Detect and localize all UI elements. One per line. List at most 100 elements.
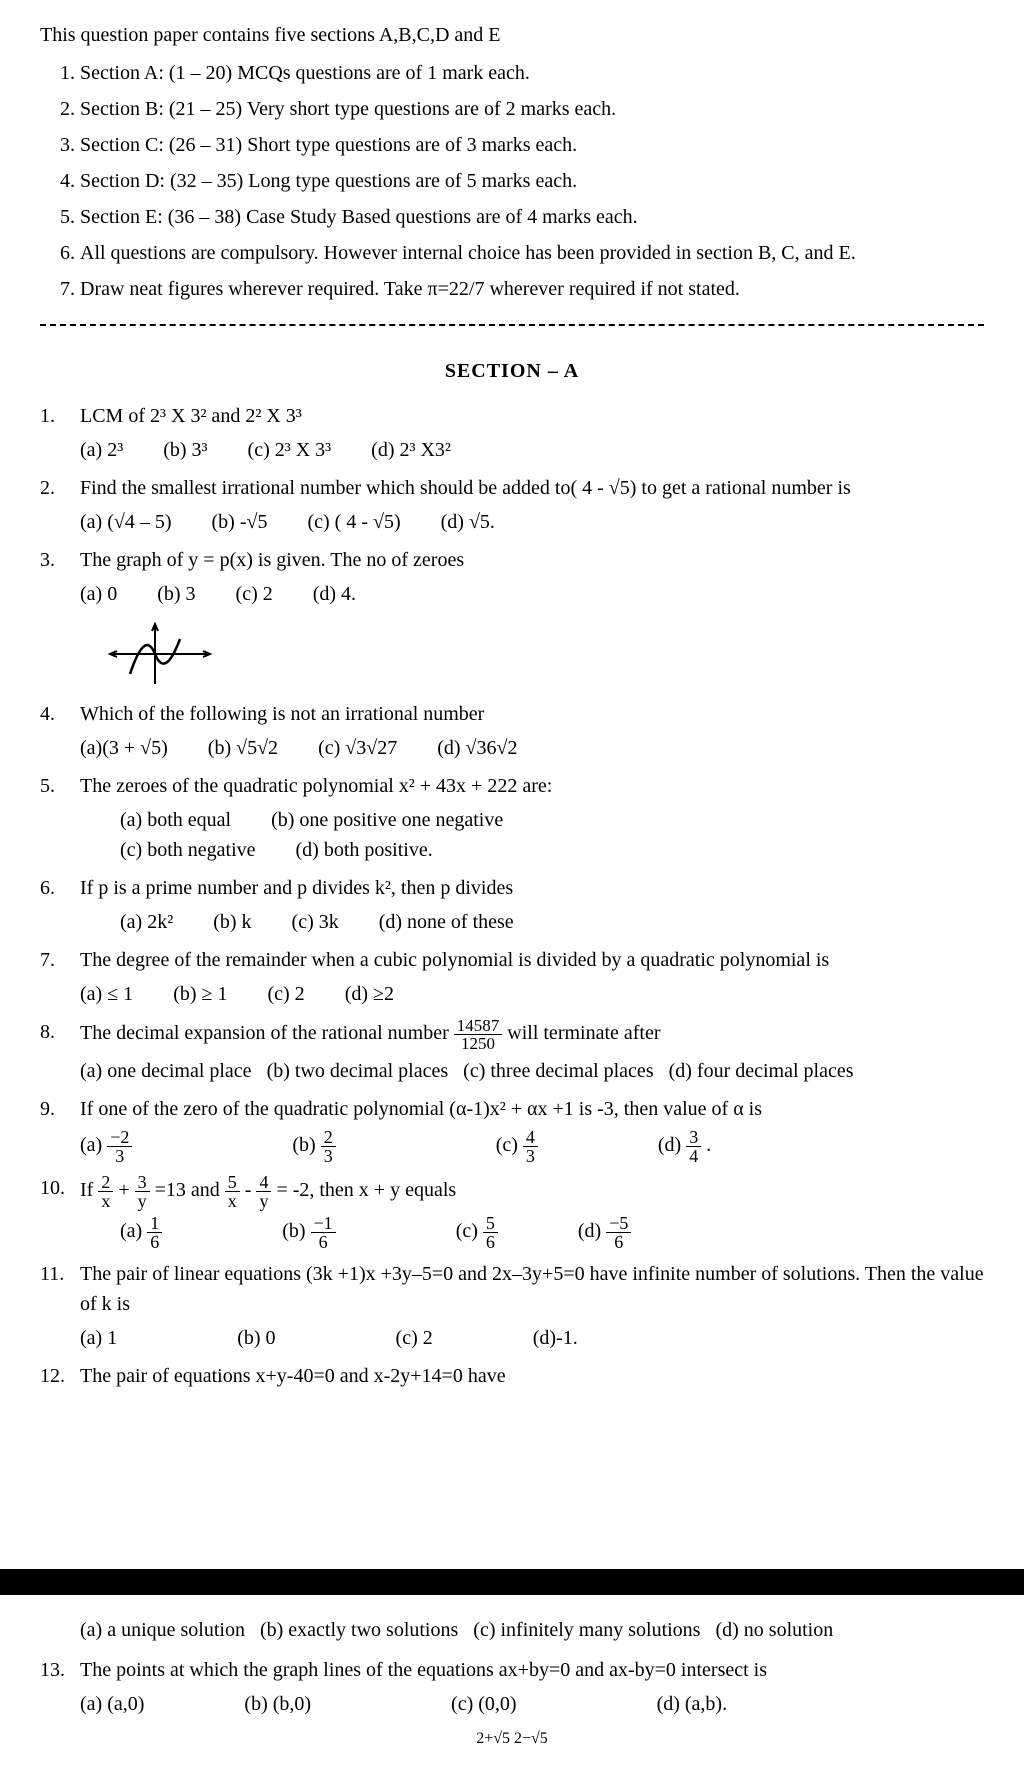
instruction-item: Section B: (21 – 25) Very short type que… [80, 94, 984, 124]
black-bar [0, 1569, 1024, 1595]
denominator: 1250 [454, 1035, 503, 1052]
option-c: (c) 56 [456, 1214, 498, 1251]
question-number: 1. [40, 401, 80, 465]
graph-sketch [100, 619, 984, 689]
question-number: 6. [40, 873, 80, 937]
question-text: Find the smallest irrational number whic… [80, 473, 984, 503]
question-11: 11. The pair of linear equations (3k +1)… [40, 1259, 984, 1353]
option-b: (b) two decimal places [267, 1056, 449, 1086]
option-d: (d) four decimal places [669, 1056, 854, 1086]
option-c: (c) 2 [396, 1323, 433, 1353]
question-text: The graph of y = p(x) is given. The no o… [80, 545, 984, 575]
option-d: (d)-1. [533, 1323, 578, 1353]
question-text: The pair of linear equations (3k +1)x +3… [80, 1259, 984, 1319]
q8-text-post: will terminate after [507, 1022, 660, 1044]
option-b: (b) 0 [237, 1323, 275, 1353]
option-c: (c) three decimal places [463, 1056, 653, 1086]
q8-text-pre: The decimal expansion of the rational nu… [80, 1022, 454, 1044]
option-c: (c) 2 [267, 979, 304, 1009]
option-c: (c) 3k [292, 907, 339, 937]
option-a: (a) a unique solution [80, 1615, 245, 1645]
question-number: 9. [40, 1094, 80, 1165]
question-9: 9. If one of the zero of the quadratic p… [40, 1094, 984, 1165]
divider-line [40, 324, 984, 326]
question-4: 4. Which of the following is not an irra… [40, 699, 984, 763]
question-number: 11. [40, 1259, 80, 1353]
question-number: 13. [40, 1655, 80, 1719]
option-a: (a) 2³ [80, 435, 123, 465]
question-7: 7. The degree of the remainder when a cu… [40, 945, 984, 1009]
option-c: (c) both negative [120, 835, 256, 865]
question-number: 5. [40, 771, 80, 865]
question-text: If one of the zero of the quadratic poly… [80, 1094, 984, 1124]
option-d: (d) (a,b). [657, 1689, 728, 1719]
option-a: (a) 0 [80, 579, 117, 609]
option-a: (a) 16 [120, 1214, 162, 1251]
option-b: (b) 3 [157, 579, 195, 609]
option-d: (d) 4. [313, 579, 356, 609]
option-b: (b) exactly two solutions [260, 1615, 458, 1645]
q8-fraction: 14587 1250 [454, 1017, 503, 1052]
option-d: (d) 34 . [658, 1128, 711, 1165]
question-text: The points at which the graph lines of t… [80, 1655, 984, 1685]
question-text: The pair of equations x+y-40=0 and x-2y+… [80, 1361, 984, 1391]
option-a: (a) one decimal place [80, 1056, 252, 1086]
question-10: 10. If 2x + 3y =13 and 5x - 4y = -2, the… [40, 1173, 984, 1251]
instruction-item: Section E: (36 – 38) Case Study Based qu… [80, 202, 984, 232]
option-b: (b) 23 [292, 1128, 335, 1165]
question-text: Which of the following is not an irratio… [80, 699, 984, 729]
question-number: 12. [40, 1361, 80, 1395]
option-d: (d) 2³ X3² [371, 435, 451, 465]
instruction-item: All questions are compulsory. However in… [80, 238, 984, 268]
footer-fragment: 2+√5 2−√5 [40, 1727, 984, 1751]
question-12: 12. The pair of equations x+y-40=0 and x… [40, 1361, 984, 1395]
question-number: 7. [40, 945, 80, 1009]
option-b: (b) 3³ [163, 435, 207, 465]
option-c: (c) 2 [236, 579, 273, 609]
question-text: The zeroes of the quadratic polynomial x… [80, 771, 984, 801]
question-2: 2. Find the smallest irrational number w… [40, 473, 984, 537]
option-d: (d) no solution [715, 1615, 833, 1645]
option-b: (b) ≥ 1 [173, 979, 227, 1009]
option-c: (c) √3√27 [318, 733, 397, 763]
question-3: 3. The graph of y = p(x) is given. The n… [40, 545, 984, 609]
option-c: (c) 2³ X 3³ [248, 435, 332, 465]
question-text: If 2x + 3y =13 and 5x - 4y = -2, then x … [80, 1173, 984, 1210]
question-5: 5. The zeroes of the quadratic polynomia… [40, 771, 984, 865]
question-number: 10. [40, 1173, 80, 1251]
instruction-item: Draw neat figures wherever required. Tak… [80, 274, 984, 304]
intro-text: This question paper contains five sectio… [40, 20, 984, 50]
q12-options: (a) a unique solution (b) exactly two so… [80, 1615, 984, 1645]
option-b: (b) one positive one negative [271, 805, 503, 835]
section-a-heading: SECTION – A [40, 356, 984, 386]
option-c: (c) ( 4 - √5) [307, 507, 400, 537]
option-d: (d) √36√2 [437, 733, 517, 763]
question-6: 6. If p is a prime number and p divides … [40, 873, 984, 937]
question-number: 8. [40, 1017, 80, 1086]
option-b: (b) (b,0) [244, 1689, 311, 1719]
question-number: 3. [40, 545, 80, 609]
numerator: 14587 [454, 1017, 503, 1035]
option-a: (a) (a,0) [80, 1689, 144, 1719]
instructions-list: Section A: (1 – 20) MCQs questions are o… [40, 58, 984, 304]
option-c: (c) (0,0) [451, 1689, 517, 1719]
option-a: (a) −23 [80, 1128, 132, 1165]
option-a: (a) (√4 – 5) [80, 507, 172, 537]
option-b: (b) √5√2 [208, 733, 278, 763]
option-d: (d) √5. [441, 507, 495, 537]
option-b: (b) k [213, 907, 251, 937]
option-b: (b) −16 [282, 1214, 335, 1251]
option-b: (b) -√5 [212, 507, 268, 537]
option-a: (a) 1 [80, 1323, 117, 1353]
page-gap [40, 1415, 984, 1595]
question-13: 13. The points at which the graph lines … [40, 1655, 984, 1719]
question-text: LCM of 2³ X 3² and 2² X 3³ [80, 401, 984, 431]
question-text: The degree of the remainder when a cubic… [80, 945, 984, 975]
option-c: (c) infinitely many solutions [473, 1615, 700, 1645]
question-text: The decimal expansion of the rational nu… [80, 1017, 984, 1052]
question-8: 8. The decimal expansion of the rational… [40, 1017, 984, 1086]
option-a: (a) ≤ 1 [80, 979, 133, 1009]
option-a: (a) both equal [120, 805, 231, 835]
option-d: (d) both positive. [296, 835, 433, 865]
question-number: 4. [40, 699, 80, 763]
